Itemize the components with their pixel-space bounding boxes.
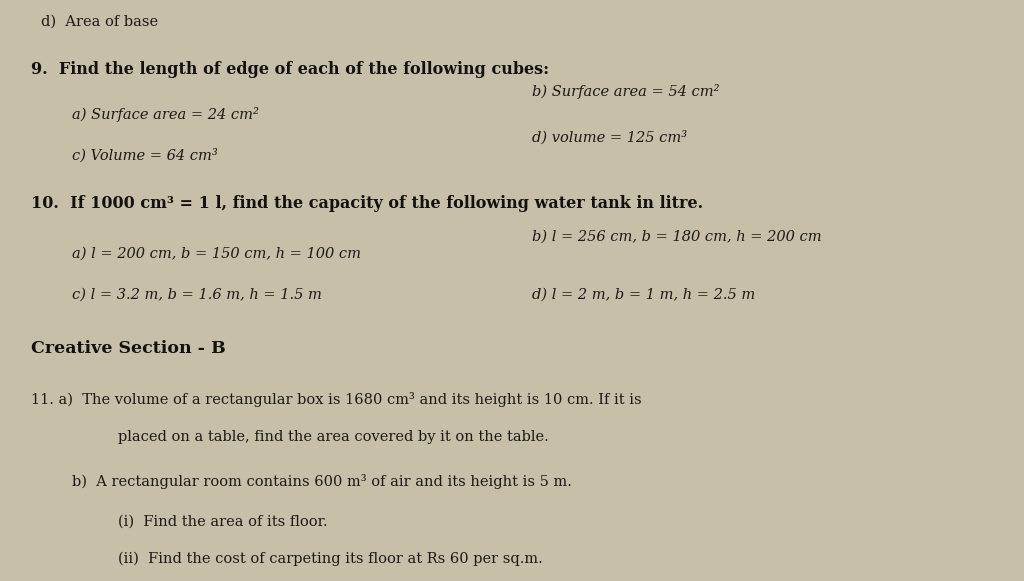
Text: c) Volume = 64 cm³: c) Volume = 64 cm³	[72, 148, 217, 163]
Text: d)  Area of base: d) Area of base	[41, 15, 158, 28]
Text: placed on a table, find the area covered by it on the table.: placed on a table, find the area covered…	[118, 430, 549, 444]
Text: b) l = 256 cm, b = 180 cm, h = 200 cm: b) l = 256 cm, b = 180 cm, h = 200 cm	[532, 229, 822, 243]
Text: a) l = 200 cm, b = 150 cm, h = 100 cm: a) l = 200 cm, b = 150 cm, h = 100 cm	[72, 247, 360, 261]
Text: Creative Section - B: Creative Section - B	[31, 340, 225, 357]
Text: 10.  If 1000 cm³ = 1 l, find the capacity of the following water tank in litre.: 10. If 1000 cm³ = 1 l, find the capacity…	[31, 195, 702, 211]
Text: d) volume = 125 cm³: d) volume = 125 cm³	[532, 131, 687, 145]
Text: 9.  Find the length of edge of each of the following cubes:: 9. Find the length of edge of each of th…	[31, 61, 549, 78]
Text: b) Surface area = 54 cm²: b) Surface area = 54 cm²	[532, 84, 720, 99]
Text: d) l = 2 m, b = 1 m, h = 2.5 m: d) l = 2 m, b = 1 m, h = 2.5 m	[532, 288, 756, 302]
Text: (i)  Find the area of its floor.: (i) Find the area of its floor.	[118, 514, 328, 528]
Text: 11. a)  The volume of a rectangular box is 1680 cm³ and its height is 10 cm. If : 11. a) The volume of a rectangular box i…	[31, 392, 641, 407]
Text: b)  A rectangular room contains 600 m³ of air and its height is 5 m.: b) A rectangular room contains 600 m³ of…	[72, 474, 571, 489]
Text: (ii)  Find the cost of carpeting its floor at Rs 60 per sq.m.: (ii) Find the cost of carpeting its floo…	[118, 552, 543, 566]
Text: c) l = 3.2 m, b = 1.6 m, h = 1.5 m: c) l = 3.2 m, b = 1.6 m, h = 1.5 m	[72, 288, 322, 302]
Text: a) Surface area = 24 cm²: a) Surface area = 24 cm²	[72, 107, 258, 123]
